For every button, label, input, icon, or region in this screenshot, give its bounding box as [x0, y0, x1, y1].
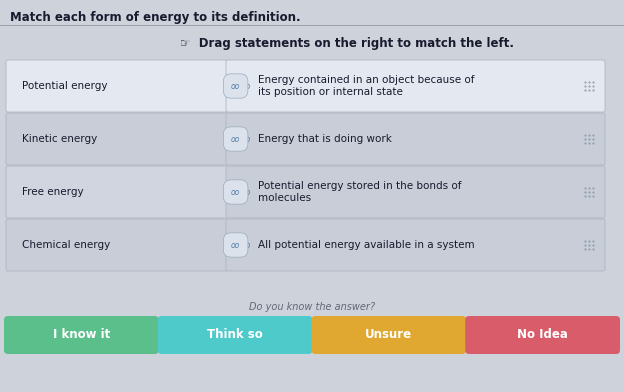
Text: oo: oo	[231, 187, 240, 196]
Text: oo: oo	[242, 82, 251, 91]
Text: Kinetic energy: Kinetic energy	[22, 134, 97, 144]
Text: Think so: Think so	[207, 328, 263, 341]
FancyBboxPatch shape	[226, 219, 605, 271]
Text: Do you know the answer?: Do you know the answer?	[249, 302, 375, 312]
FancyBboxPatch shape	[4, 316, 158, 354]
FancyBboxPatch shape	[6, 113, 228, 165]
Text: oo: oo	[231, 82, 240, 91]
FancyBboxPatch shape	[311, 316, 466, 354]
Text: Energy contained in an object because of
its position or internal state: Energy contained in an object because of…	[258, 74, 474, 97]
Text: Unsure: Unsure	[365, 328, 412, 341]
FancyBboxPatch shape	[6, 166, 228, 218]
FancyBboxPatch shape	[6, 219, 228, 271]
Text: oo: oo	[231, 241, 240, 249]
FancyBboxPatch shape	[466, 316, 620, 354]
Text: All potential energy available in a system: All potential energy available in a syst…	[258, 240, 475, 250]
Text: I know it: I know it	[53, 328, 110, 341]
FancyBboxPatch shape	[226, 60, 605, 112]
Text: Potential energy stored in the bonds of
molecules: Potential energy stored in the bonds of …	[258, 181, 462, 203]
Text: oo: oo	[242, 134, 251, 143]
Text: Potential energy: Potential energy	[22, 81, 107, 91]
Text: Free energy: Free energy	[22, 187, 84, 197]
FancyBboxPatch shape	[226, 113, 605, 165]
Text: ☞  Drag statements on the right to match the left.: ☞ Drag statements on the right to match …	[180, 37, 514, 50]
FancyBboxPatch shape	[158, 316, 313, 354]
Text: oo: oo	[231, 134, 240, 143]
FancyBboxPatch shape	[6, 60, 228, 112]
Text: oo: oo	[242, 187, 251, 196]
Text: Energy that is doing work: Energy that is doing work	[258, 134, 392, 144]
FancyBboxPatch shape	[226, 166, 605, 218]
Text: No Idea: No Idea	[517, 328, 568, 341]
Text: oo: oo	[242, 241, 251, 249]
Text: Match each form of energy to its definition.: Match each form of energy to its definit…	[10, 11, 301, 24]
Text: Chemical energy: Chemical energy	[22, 240, 110, 250]
